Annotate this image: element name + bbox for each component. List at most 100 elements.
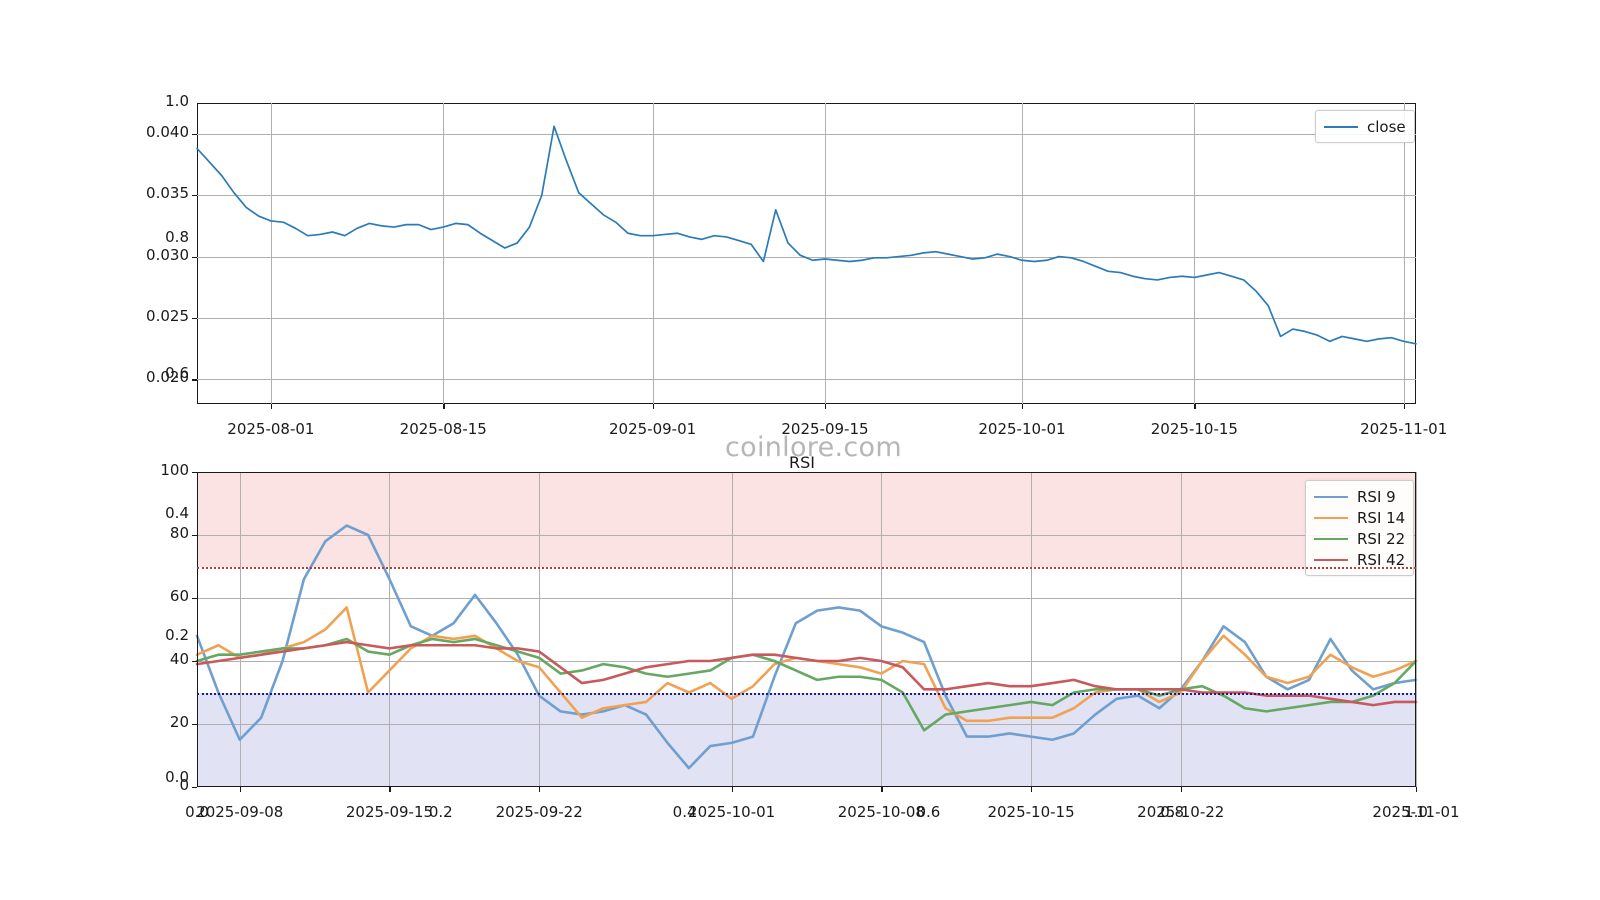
watermark: coinlore.com (725, 432, 902, 463)
rsi-y-tick-label: 20 (169, 713, 189, 731)
price-x-tickmark (270, 404, 273, 409)
rsi-y-tick-label: 0 (179, 776, 189, 794)
rsi-secondary-x-tick-label: 0.6 (916, 803, 941, 821)
price-y-tick-label: 0.020 (146, 368, 189, 387)
rsi-y-tickmark (192, 724, 197, 726)
price-x-tick-label: 2025-08-01 (227, 420, 315, 438)
rsi-x-tick-label: 2025-10-01 (688, 803, 776, 821)
price-gridline-v (652, 103, 654, 404)
rsi-x-tick-label: 2025-10-15 (987, 803, 1075, 821)
rsi-x-tick-label: 2025-10-22 (1137, 803, 1225, 821)
rsi-legend-item[interactable]: RSI 22 (1314, 528, 1405, 549)
rsi-y-tickmark (192, 598, 197, 600)
rsi-x-tickmark (1031, 787, 1033, 792)
price-x-tick-label: 2025-08-15 (399, 420, 487, 438)
rsi-y-tickmark (192, 472, 197, 474)
price-x-tickmark (443, 404, 445, 409)
rsi-chart-panel (197, 472, 1416, 787)
legend-label: RSI 22 (1357, 529, 1406, 548)
price-x-tick-label: 2025-10-15 (1150, 420, 1238, 438)
rsi-legend-item[interactable]: RSI 14 (1314, 507, 1405, 528)
price-x-tickmark (824, 404, 827, 409)
price-chart-legend[interactable]: close (1315, 110, 1415, 143)
rsi-x-tick-label: 2025-11-01 (1372, 803, 1460, 821)
rsi-chart-title: RSI (789, 453, 815, 472)
rsi-gridline-v (239, 472, 241, 787)
rsi-oversold-band (197, 692, 1416, 787)
rsi-gridline-h (197, 724, 1416, 725)
legend-line-swatch-icon (1314, 537, 1348, 540)
price-y-tick-label: 0.035 (146, 184, 189, 203)
rsi-x-tickmark (881, 787, 883, 792)
price-gridline-h (197, 379, 1416, 381)
rsi-overbought-band (197, 472, 1416, 567)
rsi-x-tick-label: 2025-09-15 (345, 803, 434, 821)
rsi-legend-item[interactable]: RSI 9 (1314, 486, 1405, 507)
price-gridline-v (1403, 103, 1405, 404)
rsi-gridline-v (539, 472, 541, 787)
price-x-tick-label: 2025-11-01 (1360, 420, 1448, 438)
rsi-x-tickmark (239, 787, 242, 792)
rsi-chart-gridlines (197, 472, 1417, 787)
rsi-gridline-h (197, 661, 1416, 662)
rsi-y-tick-label: 80 (169, 524, 189, 542)
rsi-x-tickmark (539, 787, 541, 792)
rsi-x-tickmark (731, 787, 733, 792)
legend-label: close (1367, 117, 1406, 136)
rsi-threshold-bands (197, 472, 1416, 787)
rsi-x-tick-label: 2025-09-08 (196, 803, 284, 821)
price-y-tickmark (192, 133, 197, 135)
rsi-line-RSI-9 (195, 524, 1418, 770)
rsi-gridline-v (389, 472, 391, 787)
rsi-line-RSI-22 (195, 637, 1418, 732)
rsi-x-tickmark (1416, 787, 1418, 792)
rsi-y-tick-label: 100 (160, 461, 189, 479)
legend-line-swatch-icon (1314, 495, 1348, 498)
rsi-legend-item[interactable]: RSI 42 (1314, 549, 1405, 570)
price-x-tickmark (1021, 404, 1024, 409)
legend-line-swatch-icon (1314, 558, 1348, 561)
price-line-close (196, 125, 1417, 345)
rsi-secondary-x-tick-label: 0.4 (672, 803, 697, 821)
legend-label: RSI 9 (1357, 487, 1396, 506)
price-y-tickmark (192, 195, 197, 197)
price-gridline-v (443, 103, 445, 404)
rsi-secondary-x-tick-label: 0.0 (185, 803, 209, 821)
legend-label: RSI 42 (1357, 550, 1406, 569)
price-x-tickmark (652, 404, 654, 409)
rsi-secondary-x-tick-label: 1.0 (1404, 803, 1428, 821)
rsi-y-tickmark (192, 535, 197, 537)
price-y-tick-label: 0.030 (146, 245, 189, 264)
rsi-gridline-v (1031, 472, 1033, 787)
rsi-y-tick-label: 60 (169, 587, 189, 605)
price-x-tickmark (1194, 404, 1196, 409)
rsi-overbought-threshold-line (197, 566, 1416, 569)
price-y-tick-label: 0.025 (146, 307, 189, 325)
legend-line-swatch-icon (1314, 516, 1348, 519)
price-gridline-h (197, 133, 1416, 135)
price-gridline-v (1194, 103, 1196, 404)
rsi-gridline-v (1180, 472, 1182, 787)
price-x-tick-label: 2025-10-01 (978, 420, 1066, 438)
rsi-secondary-x-tick-label: 0.8 (1160, 803, 1185, 821)
rsi-gridline-v (1416, 472, 1417, 787)
price-x-tickmark (1403, 404, 1405, 409)
rsi-y-tickmark (192, 787, 197, 789)
rsi-x-tickmark (1180, 787, 1183, 792)
rsi-secondary-y-tick-label: 0.4 (165, 504, 189, 522)
price-y-tickmark (192, 318, 197, 320)
price-gridline-v (270, 103, 272, 404)
price-secondary-y-tick-label: 0.8 (165, 228, 189, 246)
rsi-chart-legend[interactable]: RSI 9 RSI 14 RSI 22 RSI 42 (1305, 480, 1415, 576)
price-secondary-y-tick-label: 0.6 (165, 364, 189, 382)
price-x-tick-label: 2025-09-01 (608, 420, 697, 438)
legend-line-swatch-icon (1324, 125, 1358, 128)
price-gridline-h (197, 318, 1416, 319)
legend-label: RSI 14 (1357, 508, 1406, 527)
rsi-y-tick-label: 40 (169, 650, 189, 668)
price-gridline-v (1021, 103, 1023, 404)
price-legend-item[interactable]: close (1324, 116, 1406, 137)
price-x-tick-label: 2025-09-15 (781, 420, 869, 438)
rsi-gridline-h (197, 598, 1416, 599)
price-chart-panel (197, 103, 1416, 404)
